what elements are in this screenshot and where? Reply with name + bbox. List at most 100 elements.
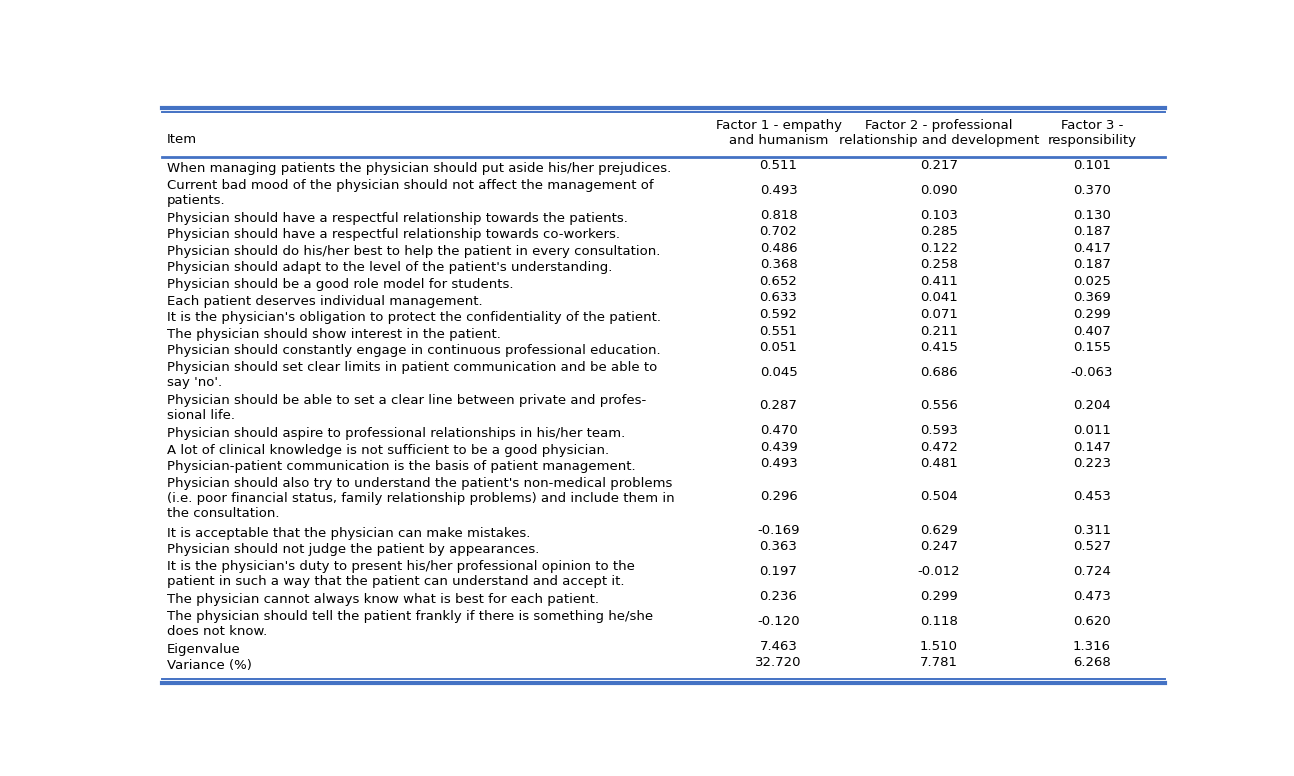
- Text: Physician should also try to understand the patient's non-medical problems
(i.e.: Physician should also try to understand …: [167, 477, 674, 520]
- Text: Physician should set clear limits in patient communication and be able to
say 'n: Physician should set clear limits in pat…: [167, 361, 657, 389]
- Text: 0.155: 0.155: [1073, 341, 1110, 354]
- Text: 0.287: 0.287: [760, 399, 797, 412]
- Text: Factor 3 -
responsibility: Factor 3 - responsibility: [1047, 119, 1136, 147]
- Text: 0.415: 0.415: [920, 341, 958, 354]
- Text: 0.051: 0.051: [760, 341, 797, 354]
- Text: 0.187: 0.187: [1073, 225, 1110, 238]
- Text: 0.724: 0.724: [1073, 565, 1110, 578]
- Text: A lot of clinical knowledge is not sufficient to be a good physician.: A lot of clinical knowledge is not suffi…: [167, 444, 609, 457]
- Text: 0.223: 0.223: [1073, 457, 1110, 470]
- Text: -0.169: -0.169: [757, 524, 800, 536]
- Text: 0.197: 0.197: [760, 565, 797, 578]
- Text: 0.556: 0.556: [920, 399, 958, 412]
- Text: 7.463: 7.463: [760, 639, 797, 653]
- Text: Physician should have a respectful relationship towards co-workers.: Physician should have a respectful relat…: [167, 228, 620, 241]
- Text: 0.187: 0.187: [1073, 258, 1110, 272]
- Text: 0.504: 0.504: [920, 490, 958, 504]
- Text: 0.211: 0.211: [920, 324, 958, 338]
- Text: 0.363: 0.363: [760, 540, 797, 553]
- Text: 0.511: 0.511: [760, 159, 797, 171]
- Text: Physician should aspire to professional relationships in his/her team.: Physician should aspire to professional …: [167, 428, 625, 440]
- Text: Physician should be able to set a clear line between private and profes-
sional : Physician should be able to set a clear …: [167, 394, 646, 422]
- Text: 0.045: 0.045: [760, 366, 797, 379]
- Text: 0.204: 0.204: [1073, 399, 1110, 412]
- Text: 0.629: 0.629: [920, 524, 958, 536]
- Text: 0.473: 0.473: [1073, 590, 1110, 603]
- Text: 0.417: 0.417: [1073, 242, 1110, 255]
- Text: 1.510: 1.510: [920, 639, 958, 653]
- Text: Physician should not judge the patient by appearances.: Physician should not judge the patient b…: [167, 543, 540, 556]
- Text: 0.527: 0.527: [1073, 540, 1110, 553]
- Text: It is acceptable that the physician can make mistakes.: It is acceptable that the physician can …: [167, 527, 531, 539]
- Text: 0.470: 0.470: [760, 424, 797, 437]
- Text: 0.071: 0.071: [920, 308, 958, 321]
- Text: 0.481: 0.481: [920, 457, 958, 470]
- Text: Current bad mood of the physician should not affect the management of
patients.: Current bad mood of the physician should…: [167, 178, 653, 206]
- Text: -0.120: -0.120: [757, 615, 800, 628]
- Text: 0.285: 0.285: [920, 225, 958, 238]
- Text: 0.370: 0.370: [1073, 184, 1110, 196]
- Text: 0.025: 0.025: [1073, 275, 1110, 288]
- Text: 0.311: 0.311: [1073, 524, 1110, 536]
- Text: 0.652: 0.652: [760, 275, 797, 288]
- Text: 0.130: 0.130: [1073, 209, 1110, 222]
- Text: It is the physician's duty to present his/her professional opinion to the
patien: It is the physician's duty to present hi…: [167, 559, 634, 588]
- Text: Physician-patient communication is the basis of patient management.: Physician-patient communication is the b…: [167, 460, 635, 473]
- Text: 0.118: 0.118: [920, 615, 958, 628]
- Text: 0.090: 0.090: [920, 184, 958, 196]
- Text: 0.103: 0.103: [920, 209, 958, 222]
- Text: 0.686: 0.686: [920, 366, 958, 379]
- Text: 0.633: 0.633: [760, 292, 797, 304]
- Text: Eigenvalue: Eigenvalue: [167, 643, 241, 656]
- Text: Each patient deserves individual management.: Each patient deserves individual managem…: [167, 295, 483, 307]
- Text: Physician should have a respectful relationship towards the patients.: Physician should have a respectful relat…: [167, 212, 628, 225]
- Text: 0.258: 0.258: [920, 258, 958, 272]
- Text: 0.593: 0.593: [920, 424, 958, 437]
- Text: 0.217: 0.217: [920, 159, 958, 171]
- Text: 0.247: 0.247: [920, 540, 958, 553]
- Text: 0.236: 0.236: [760, 590, 797, 603]
- Text: The physician cannot always know what is best for each patient.: The physician cannot always know what is…: [167, 593, 599, 606]
- Text: Item: Item: [167, 133, 197, 146]
- Text: 0.493: 0.493: [760, 457, 797, 470]
- Text: 0.369: 0.369: [1073, 292, 1110, 304]
- Text: 0.101: 0.101: [1073, 159, 1110, 171]
- Text: 0.407: 0.407: [1073, 324, 1110, 338]
- Text: 0.299: 0.299: [1073, 308, 1110, 321]
- Text: 0.620: 0.620: [1073, 615, 1110, 628]
- Text: The physician should tell the patient frankly if there is something he/she
does : The physician should tell the patient fr…: [167, 610, 653, 638]
- Text: When managing patients the physician should put aside his/her prejudices.: When managing patients the physician sho…: [167, 162, 672, 175]
- Text: The physician should show interest in the patient.: The physician should show interest in th…: [167, 327, 501, 341]
- Text: Factor 2 - professional
relationship and development: Factor 2 - professional relationship and…: [839, 119, 1039, 147]
- Text: -0.063: -0.063: [1070, 366, 1113, 379]
- Text: Physician should do his/her best to help the patient in every consultation.: Physician should do his/her best to help…: [167, 245, 660, 258]
- Text: 0.011: 0.011: [1073, 424, 1110, 437]
- Text: -0.012: -0.012: [917, 565, 960, 578]
- Text: Physician should adapt to the level of the patient's understanding.: Physician should adapt to the level of t…: [167, 262, 612, 275]
- Text: 0.299: 0.299: [920, 590, 958, 603]
- Text: It is the physician's obligation to protect the confidentiality of the patient.: It is the physician's obligation to prot…: [167, 311, 661, 324]
- Text: 32.720: 32.720: [756, 656, 802, 669]
- Text: 0.147: 0.147: [1073, 441, 1110, 454]
- Text: 0.453: 0.453: [1073, 490, 1110, 504]
- Text: Factor 1 - empathy
and humanism: Factor 1 - empathy and humanism: [716, 119, 841, 147]
- Text: Physician should constantly engage in continuous professional education.: Physician should constantly engage in co…: [167, 345, 660, 358]
- Text: 1.316: 1.316: [1073, 639, 1110, 653]
- Text: Physician should be a good role model for students.: Physician should be a good role model fo…: [167, 278, 514, 291]
- Text: 0.472: 0.472: [920, 441, 958, 454]
- Text: 0.439: 0.439: [760, 441, 797, 454]
- Text: 0.041: 0.041: [920, 292, 958, 304]
- Text: 6.268: 6.268: [1073, 656, 1110, 669]
- Text: 0.411: 0.411: [920, 275, 958, 288]
- Text: 0.702: 0.702: [760, 225, 797, 238]
- Text: 7.781: 7.781: [920, 656, 958, 669]
- Text: Variance (%): Variance (%): [167, 660, 251, 672]
- Text: 0.493: 0.493: [760, 184, 797, 196]
- Text: 0.592: 0.592: [760, 308, 797, 321]
- Text: 0.368: 0.368: [760, 258, 797, 272]
- Text: 0.486: 0.486: [760, 242, 797, 255]
- Text: 0.551: 0.551: [760, 324, 797, 338]
- Text: 0.818: 0.818: [760, 209, 797, 222]
- Text: 0.296: 0.296: [760, 490, 797, 504]
- Text: 0.122: 0.122: [920, 242, 958, 255]
